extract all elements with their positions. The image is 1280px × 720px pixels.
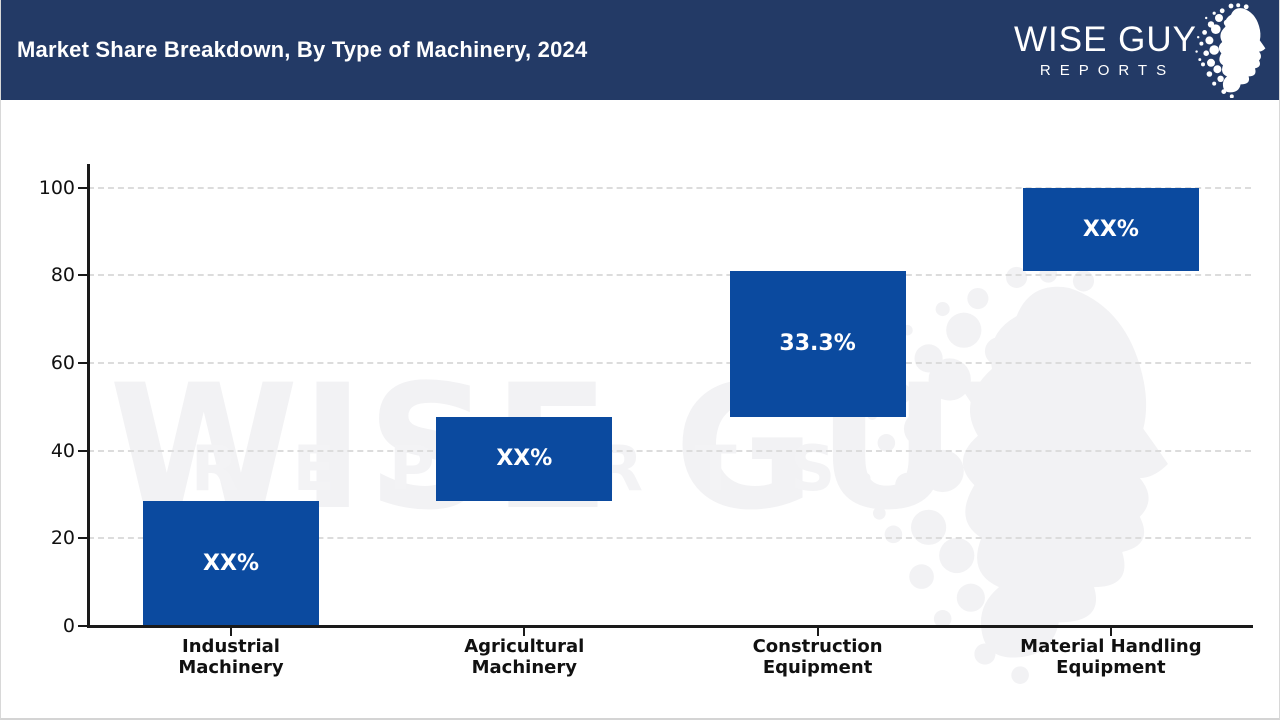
x-tick-mark xyxy=(523,628,526,636)
y-axis-line xyxy=(87,164,90,628)
y-tick-label: 20 xyxy=(50,527,75,550)
y-tick-mark xyxy=(78,361,88,364)
y-gridline xyxy=(88,361,1251,364)
bar-value-label: XX% xyxy=(203,551,259,576)
bar-segment: XX% xyxy=(143,501,319,626)
category-label: Industrial Machinery xyxy=(178,636,284,678)
category-label: Material Handling Equipment xyxy=(1020,636,1202,678)
y-tick-mark xyxy=(78,274,88,277)
y-tick-label: 60 xyxy=(50,351,75,374)
y-tick-label: 0 xyxy=(62,615,75,637)
x-tick-mark xyxy=(1109,628,1112,636)
logo-text: WISE GUY REPORTS xyxy=(1014,22,1197,78)
bar-segment: XX% xyxy=(436,416,613,502)
x-tick-mark xyxy=(816,628,819,636)
y-gridline xyxy=(88,186,1251,189)
logo-wiseguy: WISE GUY REPORTS xyxy=(1014,0,1271,100)
y-tick-label: 100 xyxy=(38,176,75,199)
logo-name: WISE GUY xyxy=(1013,20,1197,59)
bar-value-label: XX% xyxy=(496,446,553,472)
bar-segment: 33.3% xyxy=(729,270,906,417)
y-tick-mark xyxy=(78,449,88,452)
y-tick-mark xyxy=(78,537,88,540)
y-tick-label: 40 xyxy=(50,439,75,462)
logo-tagline: REPORTS xyxy=(1039,62,1176,79)
page-title: Market Share Breakdown, By Type of Machi… xyxy=(17,37,588,62)
chart-area: WISE GUY REPORTS 020406080100XX%Industri… xyxy=(1,100,1279,718)
x-axis-line xyxy=(87,625,1253,628)
y-gridline xyxy=(88,537,1251,540)
y-tick-mark xyxy=(78,186,88,189)
header-bar: Market Share Breakdown, By Type of Machi… xyxy=(1,0,1279,100)
y-gridline xyxy=(88,449,1251,452)
x-tick-mark xyxy=(230,628,232,636)
y-tick-mark xyxy=(78,625,88,627)
bar-value-label: 33.3% xyxy=(779,331,856,357)
bar-segment: XX% xyxy=(1022,187,1199,271)
category-label: Construction Equipment xyxy=(752,636,883,678)
y-tick-label: 80 xyxy=(50,264,75,287)
category-label: Agricultural Machinery xyxy=(464,636,585,678)
bar-value-label: XX% xyxy=(1082,216,1139,242)
y-gridline xyxy=(88,274,1251,277)
